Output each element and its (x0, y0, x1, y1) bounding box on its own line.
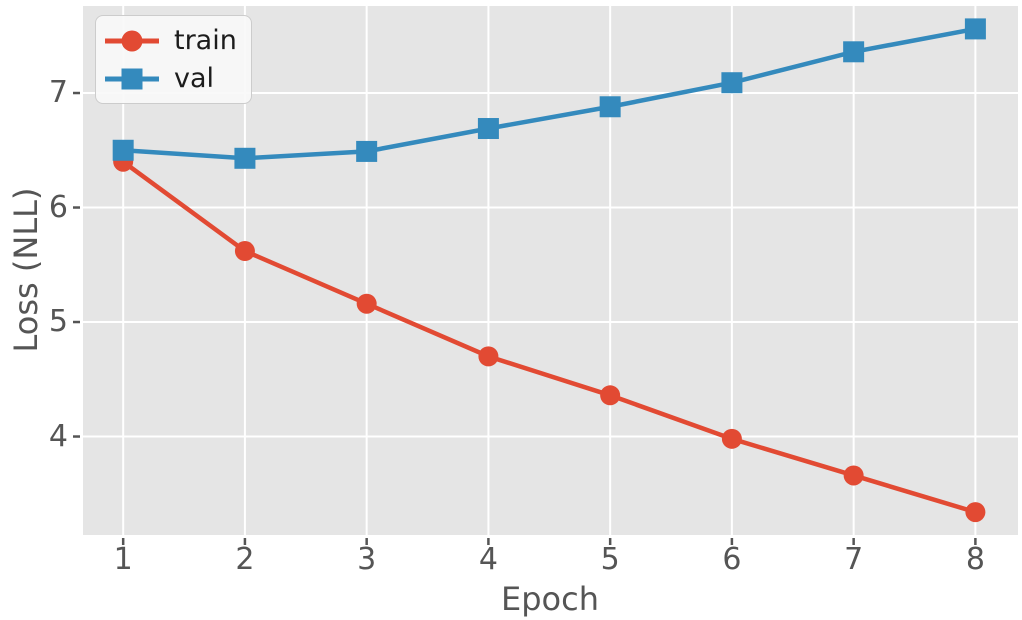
x-tick-label-4: 4 (478, 542, 498, 577)
val-marker-epoch-6 (721, 72, 743, 94)
val-marker-epoch-8 (964, 18, 986, 40)
x-axis-label: Epoch (501, 580, 599, 618)
legend: train val (95, 15, 252, 104)
train-sample-circle (121, 30, 143, 51)
val-marker-epoch-7 (843, 41, 865, 63)
legend-item-val: val (105, 62, 237, 95)
train-marker-epoch-8 (965, 502, 986, 523)
x-tick-label-2: 2 (235, 542, 255, 577)
train-marker-epoch-4 (478, 346, 499, 367)
val-marker-epoch-4 (477, 118, 499, 140)
x-tick-label-1: 1 (113, 542, 133, 577)
val-marker-epoch-5 (599, 96, 621, 118)
y-tick-label-7: 7 (48, 75, 68, 111)
val-marker-epoch-2 (234, 147, 256, 169)
legend-label-val: val (174, 63, 215, 94)
val-marker-epoch-1 (112, 139, 134, 161)
x-tick-label-7: 7 (844, 542, 864, 577)
y-tick-label-6: 6 (48, 189, 68, 225)
x-tick-label-3: 3 (357, 542, 377, 577)
train-marker-epoch-2 (234, 241, 255, 262)
val-marker-epoch-3 (356, 140, 378, 162)
train-marker-epoch-6 (721, 428, 742, 449)
legend-label-train: train (174, 25, 237, 56)
y-tick-label-5: 5 (48, 304, 68, 340)
train-marker-epoch-5 (600, 385, 621, 406)
x-tick-label-5: 5 (600, 542, 620, 577)
train-line (121, 159, 977, 515)
legend-item-train: train (105, 24, 237, 57)
val-sample-square (121, 68, 143, 89)
y-tick-label-4: 4 (48, 418, 68, 454)
x-tick-label-8: 8 (965, 542, 985, 577)
train-marker-epoch-7 (843, 465, 864, 486)
val-line (123, 26, 976, 161)
train-circle-marker-icon (105, 29, 159, 53)
x-tick-label-6: 6 (722, 542, 742, 577)
val-square-marker-icon (105, 67, 159, 91)
train-marker-epoch-3 (356, 293, 377, 314)
